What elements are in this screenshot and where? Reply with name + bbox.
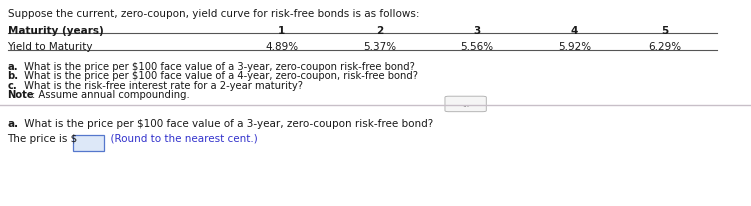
Text: a.: a.	[8, 62, 18, 72]
Text: Suppose the current, zero-coupon, yield curve for risk-free bonds is as follows:: Suppose the current, zero-coupon, yield …	[8, 9, 419, 19]
Text: 6.29%: 6.29%	[648, 42, 681, 52]
Text: Note: Note	[8, 90, 34, 100]
Text: What is the risk-free interest rate for a 2-year maturity?: What is the risk-free interest rate for …	[21, 80, 303, 90]
FancyBboxPatch shape	[445, 97, 487, 112]
Text: c.: c.	[8, 80, 17, 90]
Text: What is the price per $100 face value of a 4-year, zero-coupon, risk-free bond?: What is the price per $100 face value of…	[21, 71, 418, 81]
Text: 5.56%: 5.56%	[460, 42, 493, 52]
Text: What is the price per $100 face value of a 3-year, zero-coupon risk-free bond?: What is the price per $100 face value of…	[21, 62, 415, 72]
Text: 5: 5	[661, 26, 668, 36]
Text: 4: 4	[571, 26, 578, 36]
Text: Yield to Maturity: Yield to Maturity	[8, 42, 93, 52]
Text: The price is $: The price is $	[8, 133, 78, 143]
Text: 2: 2	[376, 26, 383, 36]
Text: a.: a.	[8, 118, 19, 128]
Text: (Round to the nearest cent.): (Round to the nearest cent.)	[104, 133, 258, 143]
Text: 5.37%: 5.37%	[363, 42, 396, 52]
FancyBboxPatch shape	[73, 135, 104, 151]
Text: 5.92%: 5.92%	[558, 42, 591, 52]
Text: 1: 1	[278, 26, 285, 36]
Text: 4.89%: 4.89%	[265, 42, 298, 52]
Text: 3: 3	[473, 26, 481, 36]
Text: ...: ...	[462, 100, 469, 109]
Text: : Assume annual compounding.: : Assume annual compounding.	[32, 90, 189, 100]
Text: What is the price per $100 face value of a 3-year, zero-coupon risk-free bond?: What is the price per $100 face value of…	[21, 118, 433, 128]
Text: b.: b.	[8, 71, 19, 81]
Text: Maturity (years): Maturity (years)	[8, 26, 103, 36]
